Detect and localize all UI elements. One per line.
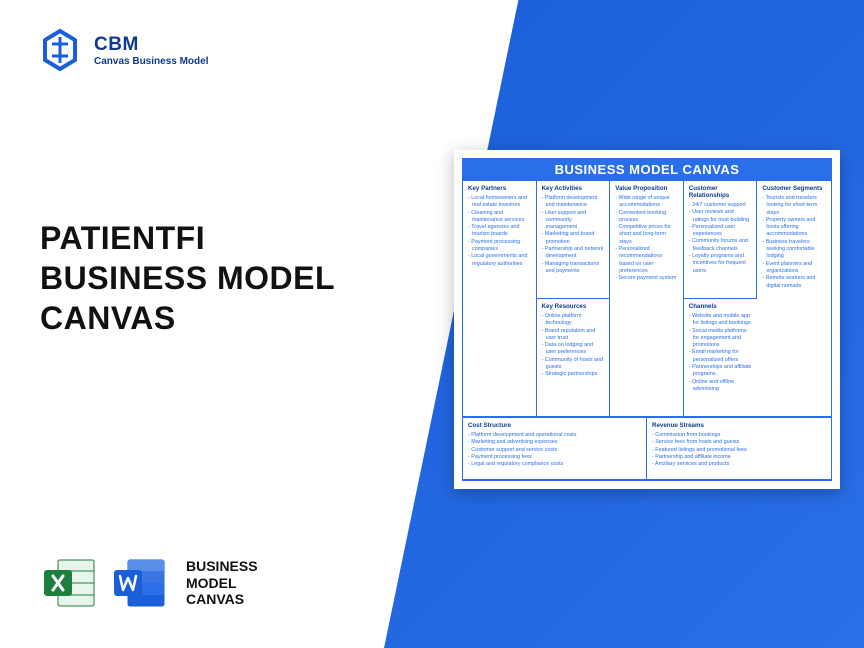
cell-list: Tourists and travelers looking for short…	[762, 195, 826, 290]
cell-item: Customer support and service costs	[468, 447, 641, 454]
cell-list: Online platform technologyBrand reputati…	[542, 313, 605, 379]
cell-item: Cleaning and maintenance services	[468, 210, 531, 225]
headline-line: PATIENTFI	[40, 218, 335, 258]
page-title: PATIENTFI BUSINESS MODEL CANVAS	[40, 218, 335, 338]
cell-customer-segments: Customer Segments Tourists and travelers …	[757, 181, 831, 417]
cell-key-resources: Key Resources Online platform technologyB…	[537, 299, 611, 417]
cell-item: Remote workers and digital nomads	[762, 275, 826, 290]
cell-revenue-streams: Revenue Streams Commission from bookingsS…	[647, 418, 831, 480]
cell-item: Convenient booking process	[615, 210, 678, 225]
cell-item: 24/7 customer support	[689, 202, 752, 209]
cell-list: Commission from bookingsService fees fro…	[652, 432, 826, 468]
cell-heading: Key Partners	[468, 185, 531, 192]
cell-item: Payment processing companies	[468, 239, 531, 254]
canvas-title: BUSINESS MODEL CANVAS	[462, 158, 832, 181]
cell-item: Partnership and affiliate income	[652, 454, 826, 461]
cell-key-activities: Key Activities Platform development and m…	[537, 181, 611, 299]
cell-item: Loyalty programs and incentives for freq…	[689, 253, 752, 275]
cell-item: Payment processing fees	[468, 454, 641, 461]
cell-item: Partnership and network development	[542, 246, 605, 261]
excel-icon	[40, 554, 98, 612]
cell-item: Online and offline advertising	[689, 379, 753, 394]
cell-item: Wide range of unique accommodations	[615, 195, 678, 210]
cell-item: Platform development and operational cos…	[468, 432, 641, 439]
footer-line: BUSINESS	[186, 558, 258, 575]
cell-item: User reviews and ratings for trust-build…	[689, 209, 752, 224]
cell-item: Marketing and advertising expenses	[468, 439, 641, 446]
cell-list: Platform development and operational cos…	[468, 432, 641, 468]
cell-heading: Customer Segments	[762, 185, 826, 192]
cell-item: Local governments and regulatory authori…	[468, 253, 531, 268]
cell-item: Social media platforms for engagement an…	[689, 328, 753, 350]
cell-item: Business travelers seeking comfortable l…	[762, 239, 826, 261]
cell-item: Marketing and brand promotion	[542, 231, 605, 246]
cell-item: Website and mobile app for listings and …	[689, 313, 753, 328]
cell-list: Website and mobile app for listings and …	[689, 313, 753, 393]
cell-cost-structure: Cost Structure Platform development and o…	[463, 418, 647, 480]
cell-item: Email marketing for personalized offers	[689, 349, 753, 364]
cell-item: Service fees from hosts and guests	[652, 439, 826, 446]
footer-label: BUSINESS MODEL CANVAS	[186, 558, 258, 608]
headline-line: BUSINESS MODEL	[40, 258, 335, 298]
cell-item: Featured listings and promotional fees	[652, 447, 826, 454]
cell-item: Tourists and travelers looking for short…	[762, 195, 826, 217]
cell-item: Partnerships and affiliate programs	[689, 364, 753, 379]
cell-item: Secure payment system	[615, 275, 678, 282]
cell-item: Competitive prices for short and long-te…	[615, 224, 678, 246]
cell-heading: Value Proposition	[615, 185, 678, 192]
cell-item: Personalized user experiences	[689, 224, 752, 239]
cell-customer-relationships: Customer Relationships 24/7 customer supp…	[684, 181, 758, 299]
cell-heading: Cost Structure	[468, 422, 641, 429]
cell-item: Community forums and feedback channels	[689, 238, 752, 253]
word-icon	[110, 554, 168, 612]
cell-item: Property owners and hosts offering accom…	[762, 217, 826, 239]
footer-line: CANVAS	[186, 591, 258, 608]
cell-list: 24/7 customer supportUser reviews and ra…	[689, 202, 752, 275]
cell-list: Platform development and maintenanceUser…	[542, 195, 605, 275]
cell-heading: Customer Relationships	[689, 185, 752, 199]
cell-item: Local homeowners and real estate investo…	[468, 195, 531, 210]
cell-key-partners: Key Partners Local homeowners and real es…	[463, 181, 537, 417]
cell-heading: Channels	[689, 303, 753, 310]
logo-subtitle: Canvas Business Model	[94, 56, 208, 67]
canvas-row-1: Key Partners Local homeowners and real es…	[462, 181, 832, 418]
logo-title: CBM	[94, 34, 208, 56]
cell-item: Community of hosts and guests	[542, 357, 605, 372]
cell-item: Commission from bookings	[652, 432, 826, 439]
cell-channels: Channels Website and mobile app for listi…	[684, 299, 758, 417]
canvas-preview: BUSINESS MODEL CANVAS Key Partners Local …	[454, 150, 840, 489]
cell-item: Event planners and organizations	[762, 261, 826, 276]
logo: CBM Canvas Business Model	[38, 28, 208, 72]
logo-hex-icon	[38, 28, 82, 72]
cell-item: Managing transactions and payments	[542, 261, 605, 276]
footer-line: MODEL	[186, 575, 258, 592]
cell-item: Travel agencies and tourism boards	[468, 224, 531, 239]
cell-heading: Key Activities	[542, 185, 605, 192]
cell-item: Online platform technology	[542, 313, 605, 328]
cell-item: Ancillary services and products	[652, 461, 826, 468]
cell-list: Wide range of unique accommodationsConve…	[615, 195, 678, 283]
cell-item: Legal and regulatory compliance costs	[468, 461, 641, 468]
cell-item: Strategic partnerships	[542, 371, 605, 378]
cell-item: User support and community management	[542, 210, 605, 232]
headline-line: CANVAS	[40, 298, 335, 338]
cell-heading: Revenue Streams	[652, 422, 826, 429]
cell-item: Platform development and maintenance	[542, 195, 605, 210]
cell-heading: Key Resources	[542, 303, 605, 310]
cell-item: Brand reputation and user trust	[542, 328, 605, 343]
cell-list: Local homeowners and real estate investo…	[468, 195, 531, 268]
cell-item: Personalized recommendations based on us…	[615, 246, 678, 275]
canvas-row-bottom: Cost Structure Platform development and o…	[462, 418, 832, 481]
footer-icons: BUSINESS MODEL CANVAS	[40, 554, 258, 612]
cell-value-proposition: Value Proposition Wide range of unique ac…	[610, 181, 684, 417]
cell-item: Data on lodging and user preferences	[542, 342, 605, 357]
